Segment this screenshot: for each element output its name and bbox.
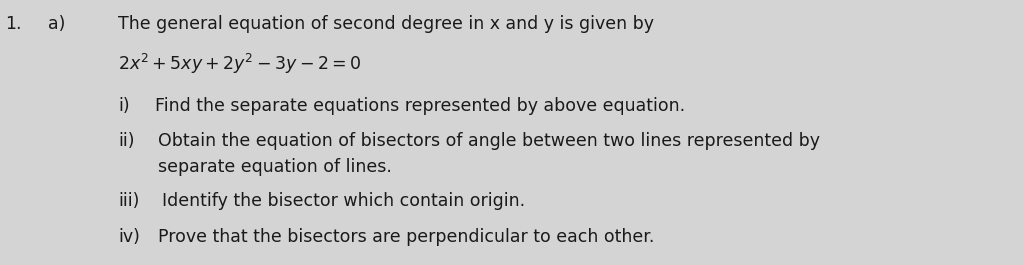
Text: Identify the bisector which contain origin.: Identify the bisector which contain orig… <box>162 192 525 210</box>
Text: 1.: 1. <box>5 15 22 33</box>
Text: a): a) <box>48 15 66 33</box>
Text: $2x^2 + 5xy + 2y^2 - 3y - 2 = 0$: $2x^2 + 5xy + 2y^2 - 3y - 2 = 0$ <box>118 52 361 76</box>
Text: The general equation of second degree in x and y is given by: The general equation of second degree in… <box>118 15 654 33</box>
Text: iii): iii) <box>118 192 139 210</box>
Text: Prove that the bisectors are perpendicular to each other.: Prove that the bisectors are perpendicul… <box>158 228 654 246</box>
Text: Obtain the equation of bisectors of angle between two lines represented by: Obtain the equation of bisectors of angl… <box>158 132 820 150</box>
Text: i): i) <box>118 97 130 115</box>
Text: ii): ii) <box>118 132 134 150</box>
Text: iv): iv) <box>118 228 140 246</box>
Text: Find the separate equations represented by above equation.: Find the separate equations represented … <box>155 97 685 115</box>
Text: separate equation of lines.: separate equation of lines. <box>158 158 392 176</box>
